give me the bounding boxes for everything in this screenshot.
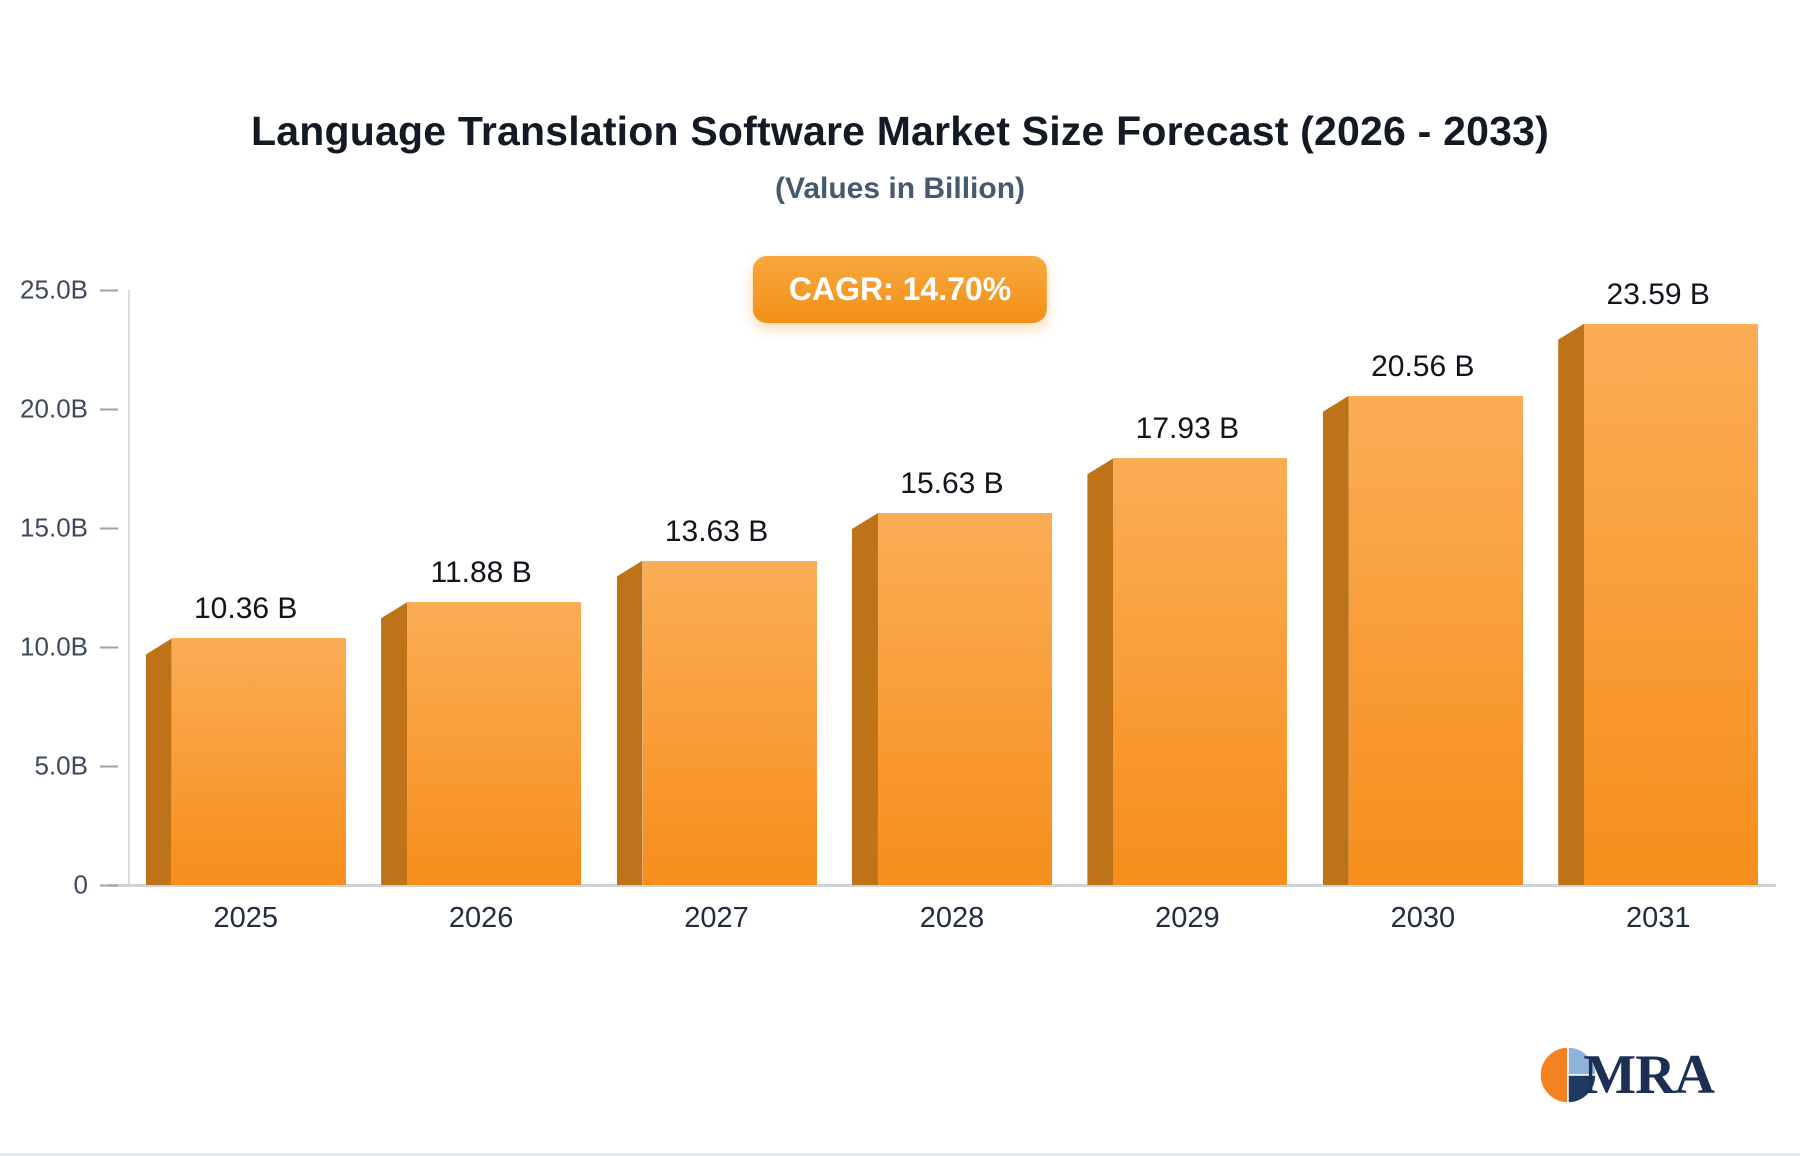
y-tick: 25.0B: [20, 275, 118, 306]
bar-side-3d: [381, 602, 408, 885]
bar-value-label: 13.63 B: [664, 514, 769, 548]
y-axis: 0 5.0B 10.0B 15.0B 20.0B 25.0B: [20, 275, 1776, 900]
bar-2030: 20.56 B: [1322, 350, 1523, 885]
y-axis-line: [128, 290, 130, 885]
y-tick-mark: [100, 527, 118, 529]
x-tick-label: 2030: [1390, 902, 1456, 934]
bar-side-3d: [1322, 395, 1349, 885]
bar-value-label: 10.36 B: [193, 592, 298, 626]
bar-face: [171, 638, 346, 885]
chart-subtitle: (Values in Billion): [774, 172, 1026, 205]
cagr-badge: CAGR: 14.70%: [752, 256, 1048, 323]
y-tick-mark: [100, 884, 118, 886]
bar-2029: 17.93 B: [1087, 412, 1288, 885]
bar-2028: 15.63 B: [851, 467, 1052, 885]
bottom-divider: [0, 1153, 1800, 1156]
bar-value-label: 23.59 B: [1606, 277, 1710, 311]
bar-face: [407, 602, 582, 885]
bar-slot: 11.88 B: [363, 290, 598, 885]
bar-value-label: 20.56 B: [1371, 349, 1475, 383]
bar-face: [877, 513, 1052, 885]
bar-slot: 10.36 B: [128, 290, 363, 885]
mra-logo-text: MRA: [1583, 1044, 1715, 1106]
bar-slot: 23.59 B: [1541, 278, 1776, 885]
plot-area: 0 5.0B 10.0B 15.0B 20.0B 25.0B 10.36 B 11.88 B…: [20, 275, 1776, 900]
y-tick-label: 0: [73, 869, 88, 900]
y-tick: 10.0B: [20, 632, 118, 663]
y-tick-mark: [100, 408, 118, 410]
y-tick-mark: [100, 765, 118, 767]
bars-container: 10.36 B 11.88 B 13.63 B 15.63 B 17.93 B 20.56…: [128, 278, 1776, 885]
bar-side-3d: [851, 513, 878, 885]
x-tick-label: 2029: [1155, 902, 1220, 934]
bar-slot: 15.63 B: [834, 290, 1069, 885]
x-tick-label: 2028: [919, 902, 985, 934]
bar-slot: 17.93 B: [1070, 290, 1305, 885]
bar-value-label: 11.88 B: [430, 556, 532, 590]
x-axis-line: [108, 884, 1776, 887]
bar-side-3d: [616, 560, 643, 885]
y-tick-label: 20.0B: [20, 393, 88, 424]
bar-side-3d: [1087, 458, 1114, 885]
x-tick-label: 2026: [448, 902, 514, 934]
bar-face: [642, 560, 817, 885]
y-tick-label: 5.0B: [34, 750, 89, 781]
y-tick-label: 10.0B: [20, 631, 88, 662]
bar-2031: 23.59 B: [1558, 278, 1759, 885]
y-tick-label: 15.0B: [20, 512, 88, 543]
bar-face: [1584, 323, 1759, 885]
y-tick: 0: [74, 870, 118, 901]
x-axis-labels: 2025 2026 2027 2028 2029 2030 2031: [128, 902, 1776, 935]
bar-2027: 13.63 B: [616, 515, 817, 885]
bar-slot: 20.56 B: [1305, 290, 1540, 885]
bar-slot: 13.63 B: [599, 290, 834, 885]
bar-value-label: 15.63 B: [900, 467, 1004, 501]
bar-2025: 10.36 B: [145, 592, 346, 885]
bar-face: [1113, 458, 1288, 885]
y-tick: 20.0B: [20, 394, 118, 425]
bar-value-label: 17.93 B: [1135, 412, 1240, 446]
x-tick-label: 2031: [1625, 902, 1691, 934]
mra-logo: MRA: [1539, 1044, 1715, 1106]
y-tick: 5.0B: [34, 750, 118, 782]
bar-side-3d: [145, 638, 172, 885]
chart-title: Language Translation Software Market Siz…: [251, 108, 1549, 154]
y-tick: 15.0B: [20, 513, 118, 544]
bar-face: [1348, 395, 1523, 885]
x-tick-label: 2027: [684, 902, 749, 934]
y-tick-mark: [100, 646, 118, 648]
x-tick-label: 2025: [213, 902, 278, 934]
bar-side-3d: [1558, 323, 1585, 885]
y-tick-mark: [100, 289, 118, 291]
y-tick-label: 25.0B: [20, 274, 88, 305]
bar-2026: 11.88 B: [381, 556, 582, 885]
mra-logo-pie-icon: [1539, 1046, 1598, 1104]
